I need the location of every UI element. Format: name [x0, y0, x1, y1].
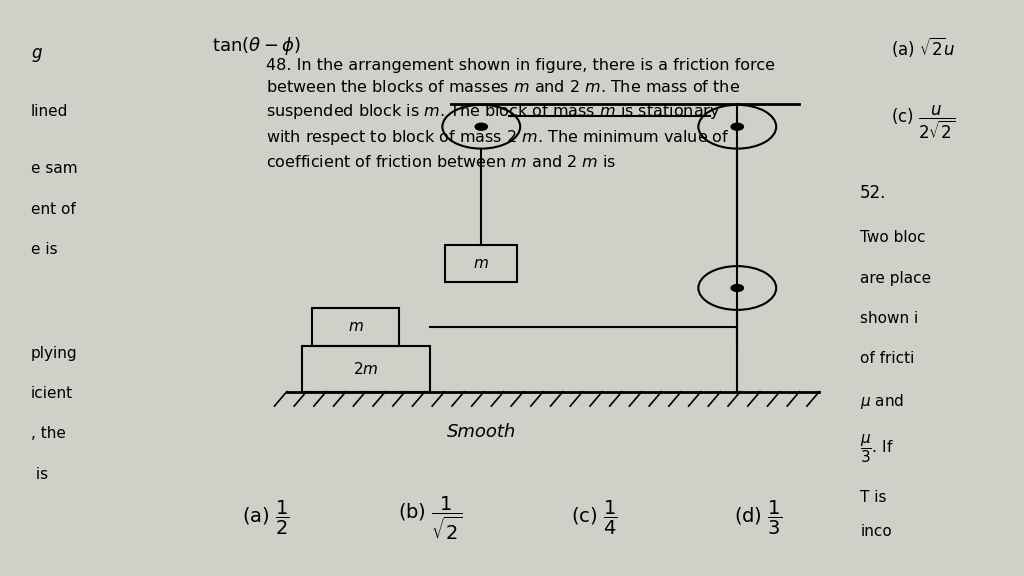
Text: (a) $\sqrt{2}u$: (a) $\sqrt{2}u$	[891, 35, 955, 59]
Text: inco: inco	[860, 524, 892, 539]
Bar	[302, 346, 430, 392]
Text: $m$: $m$	[473, 256, 489, 271]
Text: 48. In the arrangement shown in figure, there is a friction force
between the bl: 48. In the arrangement shown in figure, …	[266, 58, 775, 169]
Circle shape	[475, 123, 487, 130]
Text: $g$: $g$	[31, 46, 43, 64]
Text: of fricti: of fricti	[860, 351, 914, 366]
Bar	[445, 245, 517, 282]
Text: e is: e is	[31, 242, 57, 257]
Text: T is: T is	[860, 490, 887, 505]
Text: (c) $\dfrac{1}{4}$: (c) $\dfrac{1}{4}$	[570, 499, 617, 537]
Text: , the: , the	[31, 426, 66, 441]
Text: is: is	[31, 467, 48, 482]
Text: plying: plying	[31, 346, 78, 361]
Text: icient: icient	[31, 386, 73, 401]
Text: ent of: ent of	[31, 202, 76, 217]
Text: $\tan(\theta - \phi)$: $\tan(\theta - \phi)$	[212, 35, 300, 56]
Text: $\mu$ and: $\mu$ and	[860, 392, 904, 411]
Text: $m$: $m$	[348, 319, 364, 335]
Text: $\dfrac{\mu}{3}$. If: $\dfrac{\mu}{3}$. If	[860, 432, 894, 465]
Text: Smooth: Smooth	[446, 423, 516, 441]
Circle shape	[731, 123, 743, 130]
Text: (c) $\dfrac{u}{2\sqrt{2}}$: (c) $\dfrac{u}{2\sqrt{2}}$	[891, 104, 955, 141]
Text: (d) $\dfrac{1}{3}$: (d) $\dfrac{1}{3}$	[733, 499, 782, 537]
Text: 52.: 52.	[860, 184, 887, 202]
Text: Two bloc: Two bloc	[860, 230, 926, 245]
Text: e sam: e sam	[31, 161, 78, 176]
Text: (b) $\dfrac{1}{\sqrt{2}}$: (b) $\dfrac{1}{\sqrt{2}}$	[397, 495, 463, 542]
Text: $2m$: $2m$	[353, 361, 379, 377]
Text: are place: are place	[860, 271, 931, 286]
Text: (a) $\dfrac{1}{2}$: (a) $\dfrac{1}{2}$	[243, 499, 290, 537]
Circle shape	[731, 285, 743, 291]
Text: lined: lined	[31, 104, 68, 119]
Bar	[312, 308, 399, 346]
Text: shown i: shown i	[860, 311, 919, 326]
